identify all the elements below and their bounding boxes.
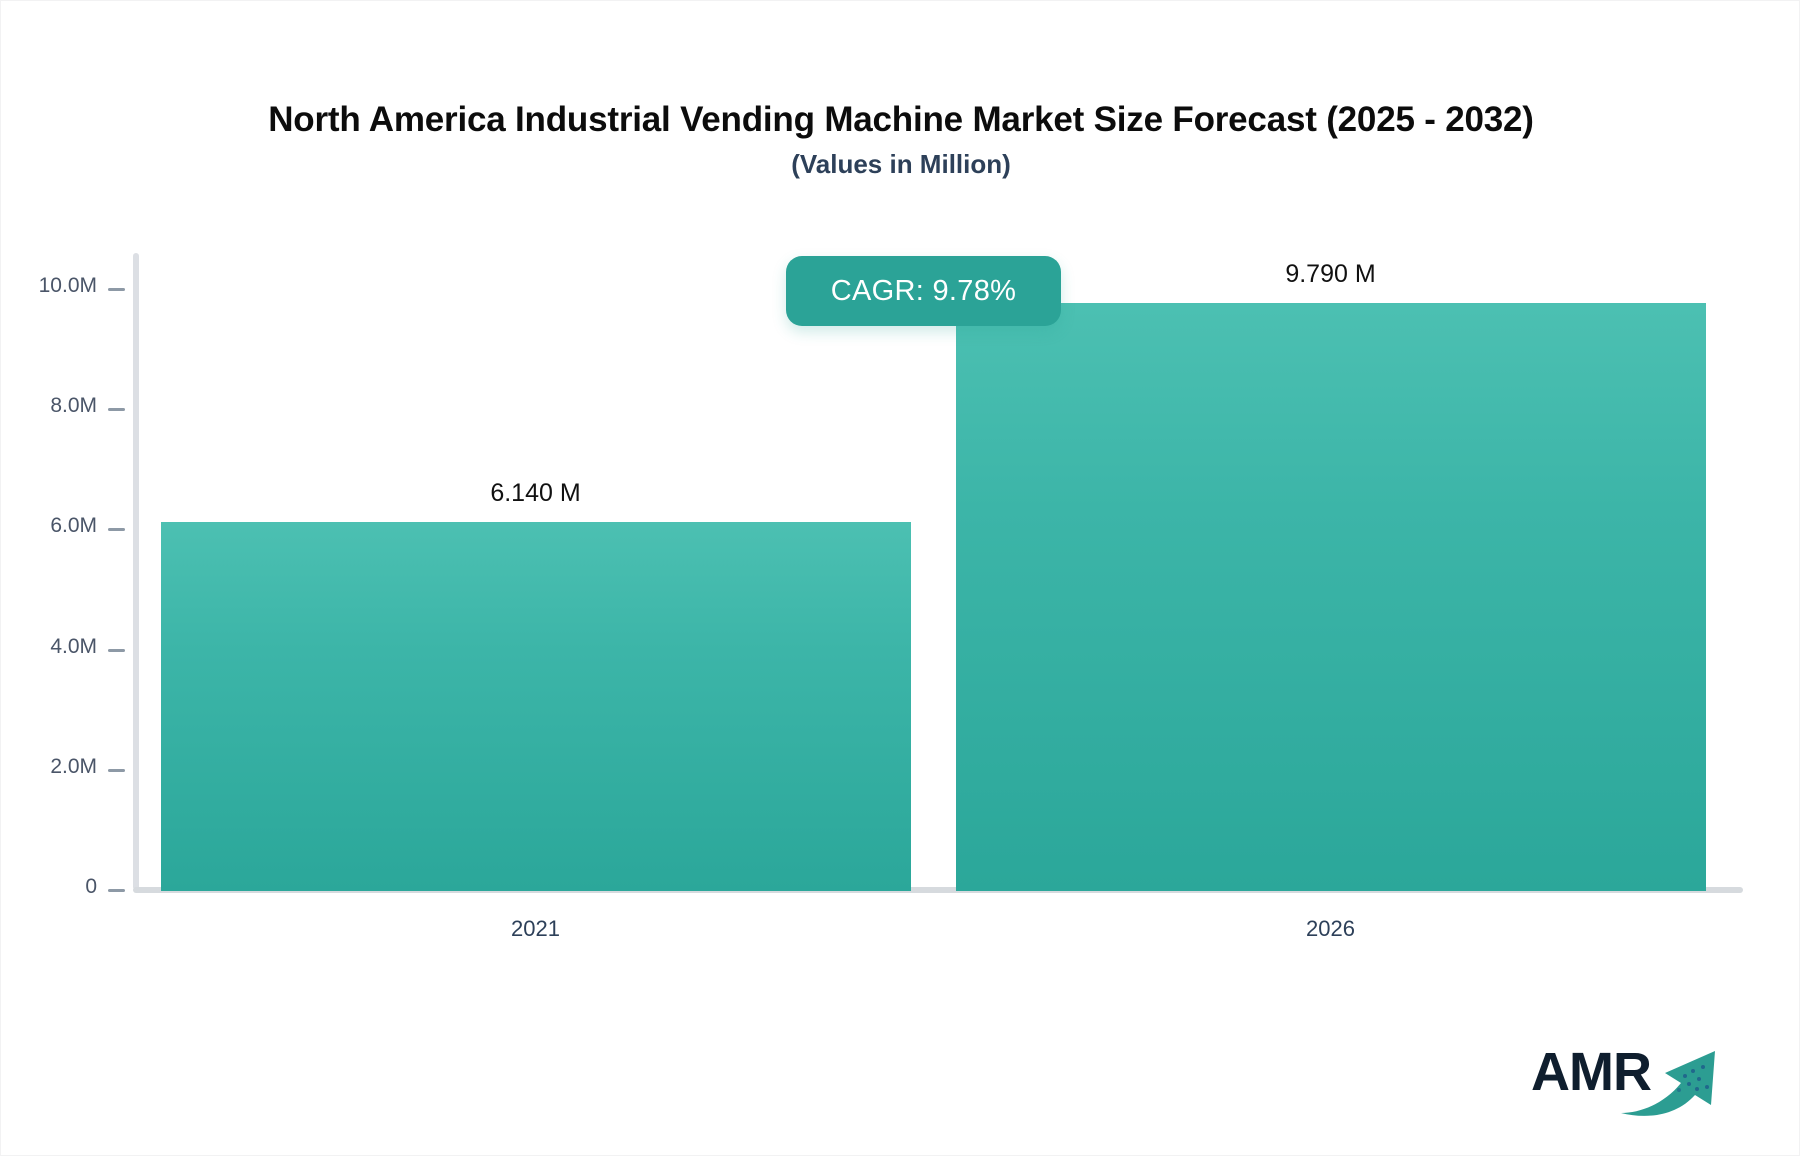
plot-area [133, 253, 1743, 891]
x-axis-label: 2026 [1306, 916, 1355, 941]
y-axis-tick-label: 10.0M [38, 274, 97, 298]
bar-value-label: 9.790 M [1285, 259, 1376, 288]
y-axis-tick-mark [108, 528, 125, 532]
y-axis-tick-label: 6.0M [50, 514, 97, 538]
growth-arrow-icon [1621, 1051, 1715, 1116]
y-axis-tick-mark [108, 408, 125, 412]
chart-subtitle: (Values in Million) [791, 149, 1011, 179]
y-axis-line [133, 253, 139, 890]
x-axis-line [133, 887, 1743, 893]
y-axis-tick-mark [108, 648, 125, 652]
cagr-badge: CAGR: 9.78% [786, 256, 1061, 326]
bar [955, 302, 1706, 891]
chart-title: North America Industrial Vending Machine… [268, 100, 1534, 139]
y-axis-tick-label: 8.0M [50, 394, 97, 418]
y-axis-tick-label: 2.0M [50, 754, 97, 778]
x-axis-label: 2021 [511, 916, 560, 941]
cagr-badge-label: CAGR: 9.78% [830, 274, 1017, 307]
y-axis-tick-mark [108, 768, 125, 772]
y-axis-tick-mark [108, 889, 125, 892]
bar-value-label: 6.140 M [490, 479, 581, 508]
amr-logo: AMR [1531, 1037, 1731, 1117]
y-axis-tick-label: 4.0M [50, 634, 97, 658]
y-axis-tick-label: 0 [85, 875, 97, 898]
y-axis-tick-mark [108, 288, 125, 292]
amr-logo-text: AMR [1531, 1042, 1652, 1102]
bar [160, 522, 911, 891]
